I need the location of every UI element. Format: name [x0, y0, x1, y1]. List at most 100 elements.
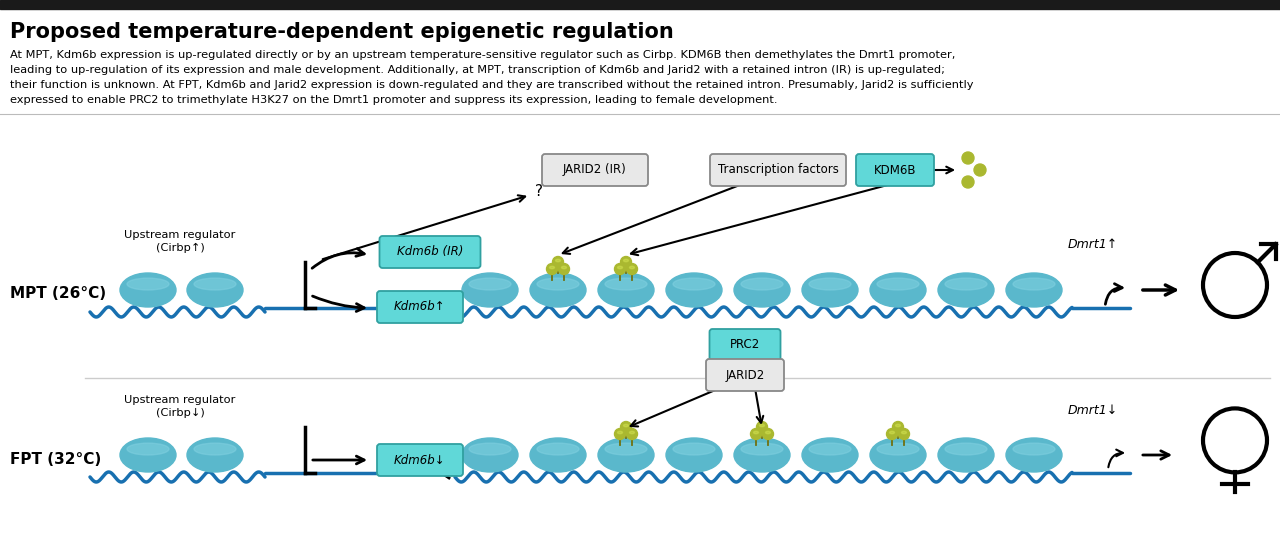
Ellipse shape	[945, 278, 987, 290]
Text: MPT (26°C): MPT (26°C)	[10, 286, 106, 301]
Text: PRC2: PRC2	[730, 338, 760, 352]
Text: Kdm6b (IR): Kdm6b (IR)	[397, 246, 463, 258]
Ellipse shape	[1006, 273, 1062, 307]
Text: KDM6B: KDM6B	[874, 163, 916, 177]
Ellipse shape	[872, 452, 924, 462]
Text: JARID2 (IR): JARID2 (IR)	[563, 163, 627, 177]
Ellipse shape	[468, 278, 511, 290]
Ellipse shape	[598, 273, 654, 307]
Text: ?: ?	[535, 184, 543, 199]
Text: expressed to enable PRC2 to trimethylate H3K27 on the Dmrt1 promoter and suppres: expressed to enable PRC2 to trimethylate…	[10, 95, 777, 105]
Ellipse shape	[754, 431, 759, 434]
Ellipse shape	[733, 273, 790, 307]
Text: Kdm6b↑: Kdm6b↑	[394, 300, 445, 314]
Text: Transcription factors: Transcription factors	[718, 163, 838, 177]
Ellipse shape	[195, 443, 236, 455]
Ellipse shape	[127, 443, 169, 455]
Text: Dmrt1↓: Dmrt1↓	[1068, 404, 1119, 417]
Ellipse shape	[804, 287, 856, 297]
Circle shape	[756, 422, 768, 433]
Ellipse shape	[127, 278, 169, 290]
Ellipse shape	[605, 278, 646, 290]
Ellipse shape	[120, 273, 177, 307]
Circle shape	[887, 428, 897, 439]
Ellipse shape	[736, 287, 788, 297]
Ellipse shape	[872, 287, 924, 297]
Ellipse shape	[667, 287, 721, 297]
Ellipse shape	[530, 438, 586, 472]
Circle shape	[626, 263, 637, 274]
Ellipse shape	[120, 438, 177, 472]
Ellipse shape	[463, 452, 517, 462]
Text: their function is unknown. At FPT, Kdm6b and Jarid2 expression is down-regulated: their function is unknown. At FPT, Kdm6b…	[10, 80, 974, 90]
Ellipse shape	[187, 273, 243, 307]
Circle shape	[553, 257, 563, 268]
Ellipse shape	[468, 443, 511, 455]
FancyBboxPatch shape	[709, 329, 781, 361]
Circle shape	[892, 422, 904, 433]
Text: FPT (32°C): FPT (32°C)	[10, 452, 101, 466]
FancyBboxPatch shape	[379, 236, 480, 268]
Ellipse shape	[890, 431, 895, 434]
Circle shape	[763, 428, 773, 439]
Ellipse shape	[901, 431, 906, 434]
Circle shape	[614, 428, 626, 439]
Ellipse shape	[940, 287, 992, 297]
Ellipse shape	[630, 266, 635, 269]
Ellipse shape	[617, 431, 622, 434]
Text: Upstream regulator: Upstream regulator	[124, 395, 236, 405]
FancyBboxPatch shape	[541, 154, 648, 186]
Text: (Cirbp↓): (Cirbp↓)	[156, 408, 205, 418]
Ellipse shape	[896, 424, 901, 427]
Bar	[0, 0, 1280, 9]
FancyBboxPatch shape	[378, 291, 463, 323]
Text: Dmrt1↑: Dmrt1↑	[1068, 238, 1119, 252]
Ellipse shape	[945, 443, 987, 455]
Ellipse shape	[530, 273, 586, 307]
Ellipse shape	[562, 266, 567, 269]
Text: At MPT, Kdm6b expression is up-regulated directly or by an upstream temperature-: At MPT, Kdm6b expression is up-regulated…	[10, 50, 955, 60]
Ellipse shape	[765, 431, 771, 434]
Ellipse shape	[599, 287, 653, 297]
Ellipse shape	[1007, 287, 1061, 297]
Ellipse shape	[1012, 278, 1055, 290]
Ellipse shape	[556, 259, 561, 262]
Ellipse shape	[538, 278, 579, 290]
Ellipse shape	[870, 438, 925, 472]
Ellipse shape	[598, 438, 654, 472]
Ellipse shape	[531, 452, 585, 462]
Ellipse shape	[122, 287, 174, 297]
Ellipse shape	[531, 287, 585, 297]
Ellipse shape	[741, 278, 783, 290]
Ellipse shape	[870, 273, 925, 307]
Text: Kdm6b↓: Kdm6b↓	[394, 454, 445, 466]
Ellipse shape	[623, 259, 628, 262]
Text: (Cirbp↑): (Cirbp↑)	[156, 243, 205, 253]
Ellipse shape	[1012, 443, 1055, 455]
Ellipse shape	[623, 424, 628, 427]
Ellipse shape	[463, 287, 517, 297]
Ellipse shape	[549, 266, 554, 269]
Ellipse shape	[188, 452, 242, 462]
Ellipse shape	[938, 438, 995, 472]
Circle shape	[974, 164, 986, 176]
FancyBboxPatch shape	[707, 359, 783, 391]
Ellipse shape	[1007, 452, 1061, 462]
Ellipse shape	[187, 438, 243, 472]
Ellipse shape	[733, 438, 790, 472]
Ellipse shape	[809, 278, 851, 290]
Ellipse shape	[538, 443, 579, 455]
Ellipse shape	[803, 273, 858, 307]
Ellipse shape	[666, 273, 722, 307]
FancyBboxPatch shape	[710, 154, 846, 186]
Ellipse shape	[630, 431, 635, 434]
FancyBboxPatch shape	[378, 444, 463, 476]
Ellipse shape	[940, 452, 992, 462]
Circle shape	[621, 422, 631, 433]
Ellipse shape	[803, 438, 858, 472]
Circle shape	[614, 263, 626, 274]
Ellipse shape	[673, 443, 716, 455]
Circle shape	[899, 428, 910, 439]
Ellipse shape	[599, 452, 653, 462]
Ellipse shape	[617, 266, 622, 269]
